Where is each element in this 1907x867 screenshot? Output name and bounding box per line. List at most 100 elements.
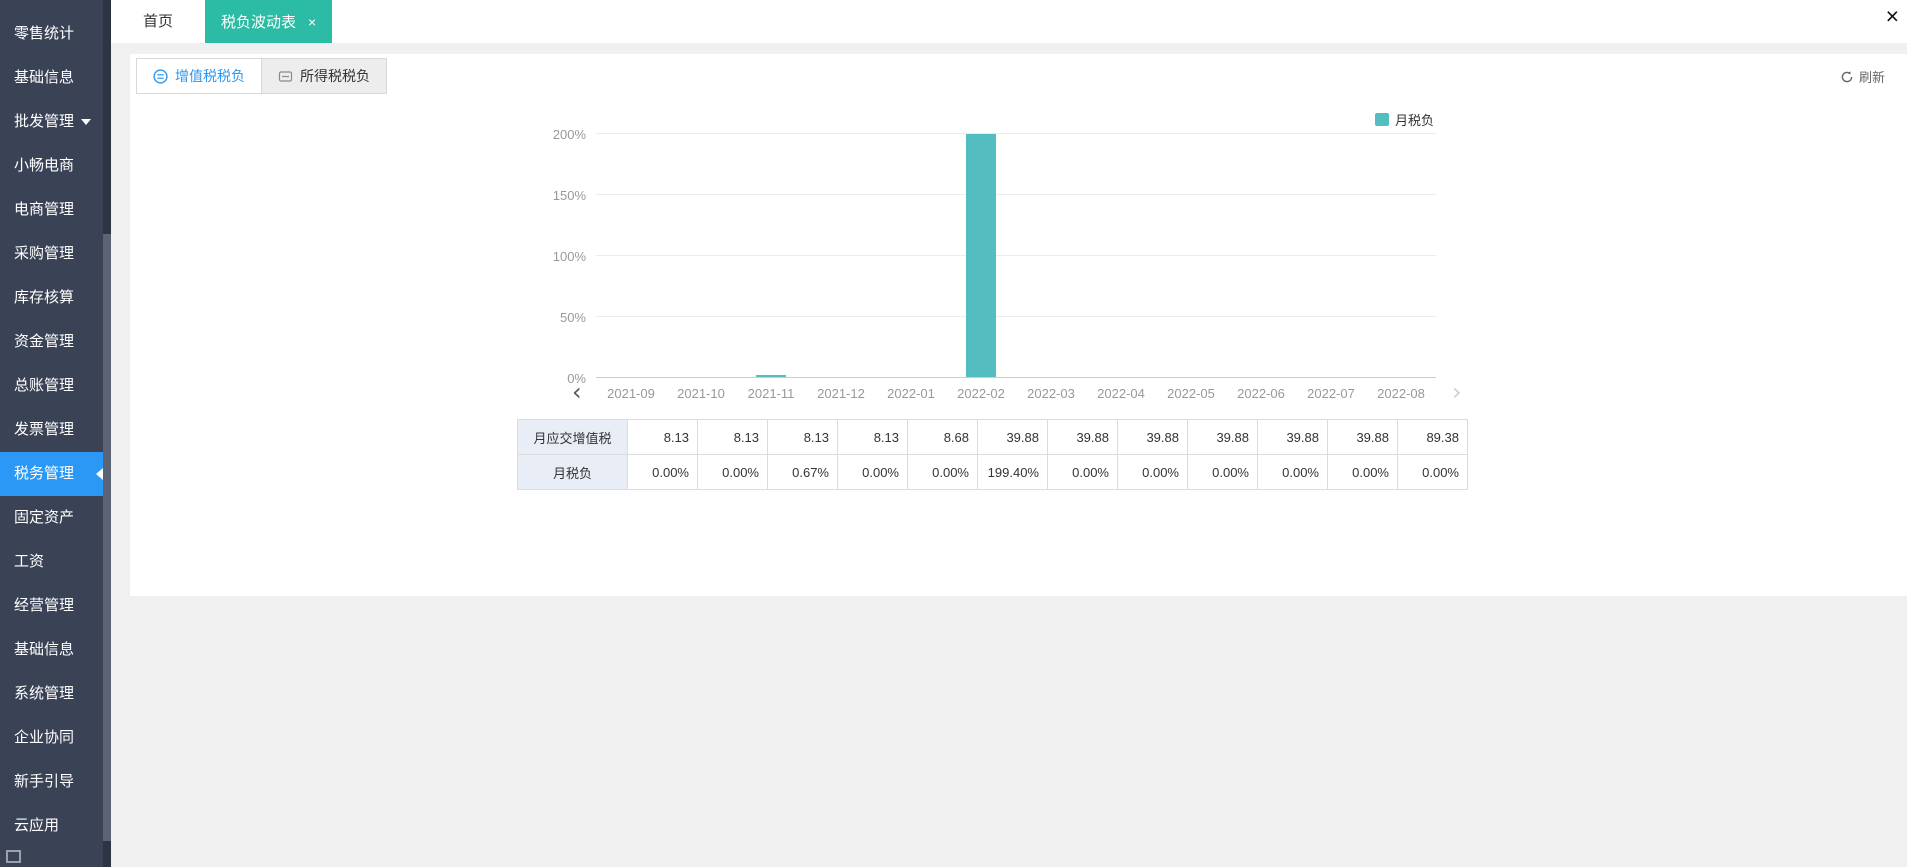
sidebar-item[interactable]: 工资 (0, 540, 111, 584)
sidebar-item[interactable]: 云应用 (0, 804, 111, 848)
table-cell: 0.00% (1327, 454, 1398, 490)
sidebar-item-label: 税务管理 (14, 465, 75, 482)
x-axis-label: 2022-08 (1377, 386, 1425, 401)
x-axis-label: 2022-02 (957, 386, 1005, 401)
gridline (596, 316, 1436, 317)
sidebar-item[interactable]: 系统管理 (0, 672, 111, 716)
table-cell: 8.13 (697, 419, 768, 455)
sidebar-item-label: 小畅电商 (14, 157, 75, 174)
sidebar-item[interactable]: 总账管理 (0, 364, 111, 408)
x-axis-label: 2021-12 (817, 386, 865, 401)
table-cell: 39.88 (1187, 419, 1258, 455)
refresh-button[interactable]: 刷新 (1840, 67, 1885, 86)
x-axis-label: 2022-04 (1097, 386, 1145, 401)
row-header: 月应交增值税 (517, 419, 628, 455)
sidebar-item[interactable]: 发票管理 (0, 408, 111, 452)
scrollbar-thumb[interactable] (103, 234, 111, 841)
table-cell: 0.67% (767, 454, 838, 490)
legend-swatch (1375, 113, 1389, 126)
y-axis-label: 150% (552, 188, 586, 203)
collapse-sidebar-icon[interactable] (6, 850, 21, 863)
table-cell: 0.00% (1257, 454, 1328, 490)
sidebar-item-label: 固定资产 (14, 509, 75, 526)
table-cell: 39.88 (1257, 419, 1328, 455)
x-axis-label: 2021-10 (677, 386, 725, 401)
sidebar-items: 零售统计 基础信息 批发管理 小畅电商 电商管理 采购管理 库存核算 资金管理 总账管理 发票管理… (0, 0, 111, 848)
sidebar-item[interactable]: 采购管理 (0, 232, 111, 276)
legend-label: 月税负 (1395, 113, 1435, 128)
tab-tax-fluctuation[interactable]: 税负波动表 × (205, 0, 333, 43)
sidebar-item[interactable]: 资金管理 (0, 320, 111, 364)
x-axis-label: 2021-11 (747, 386, 795, 401)
sidebar-scrollbar[interactable] (103, 0, 111, 867)
tab-vat-tax-burden[interactable]: 增值税税负 (136, 58, 262, 94)
sidebar-item[interactable]: 库存核算 (0, 276, 111, 320)
table-cell: 0.00% (907, 454, 978, 490)
table-cell: 0.00% (1187, 454, 1258, 490)
sidebar-item-label: 库存核算 (14, 289, 75, 306)
sidebar-item-label: 云应用 (14, 817, 60, 834)
sidebar-item[interactable]: 批发管理 (0, 100, 111, 144)
sidebar-item[interactable]: 税务管理 (0, 452, 111, 496)
x-axis-label: 2022-05 (1167, 386, 1215, 401)
chart-prev-arrow-icon[interactable]: ‹ (572, 378, 582, 406)
tab-income-tax-burden[interactable]: 所得税税负 (262, 58, 387, 94)
x-axis-label: 2022-07 (1307, 386, 1355, 401)
tab-home[interactable]: 首页 (143, 13, 174, 30)
income-tax-tab-icon (278, 70, 293, 82)
sidebar-item[interactable]: 企业协同 (0, 716, 111, 760)
tab-close-icon[interactable]: × (308, 13, 317, 30)
y-axis-label: 200% (552, 127, 586, 142)
x-axis-label: 2022-01 (887, 386, 935, 401)
table-cell: 39.88 (1327, 419, 1398, 455)
refresh-icon (1841, 70, 1853, 82)
sidebar-item[interactable]: 电商管理 (0, 188, 111, 232)
gridline (596, 255, 1436, 256)
table-cell: 8.13 (837, 419, 908, 455)
bar (756, 375, 786, 377)
sidebar-item-label: 系统管理 (14, 685, 75, 702)
table-cell: 89.38 (1397, 419, 1468, 455)
gridline (596, 133, 1436, 134)
sidebar-item[interactable]: 小畅电商 (0, 144, 111, 188)
y-axis-label: 50% (559, 310, 586, 325)
chart-plot: 0% 50% 100% 150% 200% (553, 127, 1436, 386)
x-axis-label: 2021-09 (607, 386, 655, 401)
table-row: 月税负 0.00% 0.00% 0.67% 0.00% 0.00% 199.40% 0.00%… (517, 454, 1468, 490)
tab-label: 所得税税负 (300, 68, 370, 84)
table-cell: 0.00% (697, 454, 768, 490)
sidebar-item[interactable]: 新手引导 (0, 760, 111, 804)
x-axis-label: 2022-03 (1027, 386, 1075, 401)
sidebar-item[interactable]: 零售统计 (0, 12, 111, 56)
sidebar-item-label: 采购管理 (14, 245, 75, 262)
content-panel: 增值税税负 所得税税负 刷新 (130, 54, 1907, 596)
table-cell: 0.00% (837, 454, 908, 490)
legend-item[interactable]: 月税负 (1375, 110, 1434, 129)
table-cell: 0.00% (1117, 454, 1188, 490)
gridline (596, 194, 1436, 195)
y-axis-label: 0% (567, 371, 586, 386)
panel-tabs: 增值税税负 所得税税负 (136, 58, 387, 94)
sidebar-item-label: 基础信息 (14, 641, 75, 658)
sidebar-item-label: 企业协同 (14, 729, 75, 746)
sidebar-item[interactable]: 固定资产 (0, 496, 111, 540)
sidebar-item[interactable]: 基础信息 (0, 56, 111, 100)
close-icon[interactable]: × (1885, 3, 1899, 29)
sidebar-item-label: 电商管理 (14, 201, 75, 218)
y-axis-label: 100% (552, 249, 586, 264)
refresh-label: 刷新 (1858, 70, 1885, 85)
vat-tab-icon (153, 68, 168, 84)
gridline (596, 377, 1436, 378)
chart-next-arrow-icon[interactable]: › (1452, 378, 1462, 406)
table-cell: 8.68 (907, 419, 978, 455)
summary-table: 月应交增值税 8.13 8.13 8.13 8.13 8.68 39.88 39.88 39.8… (517, 419, 1468, 490)
main-area: 首页 税负波动表 × × 增值税税负 (111, 0, 1907, 867)
sidebar: 零售统计 基础信息 批发管理 小畅电商 电商管理 采购管理 库存核算 资金管理 总账管理 发票管理… (0, 0, 111, 867)
table-cell: 39.88 (1117, 419, 1188, 455)
sidebar-item-label: 零售统计 (14, 25, 75, 42)
sidebar-item-label: 新手引导 (14, 773, 75, 790)
sidebar-item[interactable]: 经营管理 (0, 584, 111, 628)
sidebar-item[interactable]: 基础信息 (0, 628, 111, 672)
x-axis-labels: 2021-09 2021-10 2021-11 2021-12 2022-01 2022-… (596, 386, 1436, 401)
